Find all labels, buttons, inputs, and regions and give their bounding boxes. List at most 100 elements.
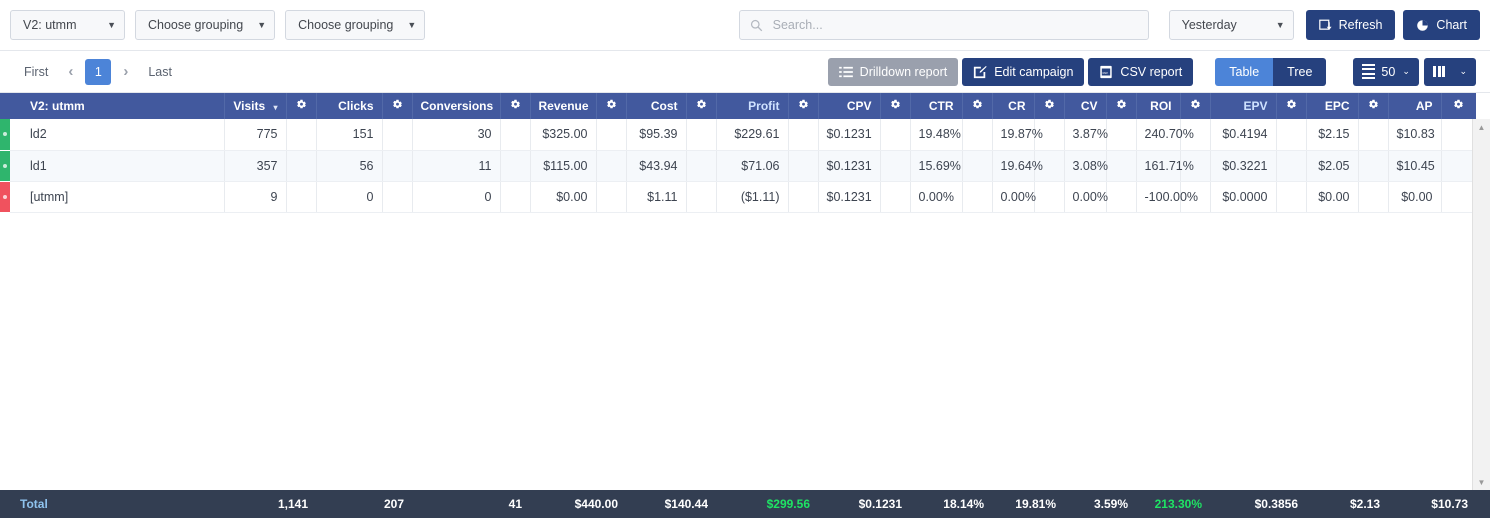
- column-settings-cr[interactable]: [1034, 93, 1065, 119]
- column-header-ap-label: AP: [1415, 99, 1433, 113]
- cell-cv-pad: [1106, 150, 1137, 182]
- column-header-conversions[interactable]: Conversions: [412, 93, 501, 119]
- row-name[interactable]: [utmm]: [10, 181, 225, 213]
- column-header-conversions-label: Conversions: [420, 99, 494, 113]
- cell-visits: 9: [224, 181, 287, 213]
- column-header-epc[interactable]: EPC: [1306, 93, 1359, 119]
- column-settings-clicks[interactable]: [382, 93, 413, 119]
- rows-per-page-button[interactable]: 50 ⌄: [1353, 57, 1419, 86]
- search-box[interactable]: [738, 10, 1149, 40]
- csv-report-label: CSV report: [1120, 64, 1183, 79]
- pagination-page-1[interactable]: 1: [85, 58, 112, 85]
- secondary-toolbar: First ‹ 1 › Last Drilldown report Edit c…: [0, 51, 1490, 93]
- cell-revenue: $115.00: [530, 150, 597, 182]
- cell-cpv: $0.1231: [818, 150, 881, 182]
- rows-icon: [1362, 63, 1376, 81]
- column-header-revenue-label: Revenue: [538, 99, 589, 113]
- drilldown-report-label: Drilldown report: [859, 64, 948, 79]
- chevron-right-icon[interactable]: ›: [123, 62, 129, 80]
- columns-settings-button[interactable]: ⌄: [1423, 57, 1476, 86]
- column-settings-profit[interactable]: [788, 93, 819, 119]
- column-header-name[interactable]: V2: utmm: [10, 93, 225, 119]
- table-row[interactable]: ld2 775 151 30 $325.00 $95.39 $229.61 $0…: [0, 119, 1476, 151]
- vertical-scrollbar[interactable]: ▲ ▼: [1472, 119, 1490, 490]
- column-settings-epc[interactable]: [1358, 93, 1389, 119]
- grouping-select-3[interactable]: Choose grouping ▼: [285, 10, 426, 40]
- column-settings-epv[interactable]: [1276, 93, 1307, 119]
- chart-button[interactable]: Chart: [1403, 10, 1480, 40]
- edit-campaign-button[interactable]: Edit campaign: [962, 57, 1085, 86]
- column-header-clicks[interactable]: Clicks: [316, 93, 383, 119]
- cell-epc-pad: [1358, 181, 1389, 213]
- cell-profit: $229.61: [716, 119, 789, 151]
- cell-visits: 775: [224, 119, 287, 151]
- chevron-down-icon: ⌄: [1402, 66, 1410, 76]
- column-settings-ap[interactable]: [1441, 93, 1476, 119]
- edit-campaign-label: Edit campaign: [994, 64, 1074, 79]
- column-settings-cost[interactable]: [686, 93, 717, 119]
- refresh-button[interactable]: Refresh: [1305, 10, 1396, 40]
- row-status-indicator[interactable]: [0, 181, 10, 213]
- pagination-first[interactable]: First: [24, 64, 49, 79]
- cell-ctr: 19.48%: [910, 119, 963, 151]
- column-settings-cpv[interactable]: [880, 93, 911, 119]
- column-header-ctr[interactable]: CTR: [910, 93, 963, 119]
- chevron-left-icon[interactable]: ‹: [68, 62, 74, 80]
- scroll-up-arrow-icon[interactable]: ▲: [1477, 122, 1486, 132]
- cell-epc: $0.00: [1306, 181, 1359, 213]
- grouping-select-v2[interactable]: V2: utmm ▼: [10, 10, 125, 40]
- gear-icon: [606, 99, 617, 110]
- cell-cr: 0.00%: [992, 181, 1036, 213]
- table-row[interactable]: [utmm] 9 0 0 $0.00 $1.11 ($1.11) $0.1231…: [0, 181, 1476, 213]
- row-status-indicator[interactable]: [0, 119, 10, 151]
- table-row[interactable]: ld1 357 56 11 $115.00 $43.94 $71.06 $0.1…: [0, 150, 1476, 182]
- grouping-select-2[interactable]: Choose grouping ▼: [135, 10, 276, 40]
- column-header-ctr-label: CTR: [928, 99, 954, 113]
- column-header-cv[interactable]: CV: [1064, 93, 1107, 119]
- column-settings-revenue[interactable]: [596, 93, 627, 119]
- cell-ap: $10.45: [1388, 150, 1442, 182]
- column-header-cost[interactable]: Cost: [626, 93, 687, 119]
- column-header-visits[interactable]: Visits ▾: [224, 93, 287, 119]
- search-input[interactable]: [770, 17, 1138, 33]
- cell-epv: $0.0000: [1210, 181, 1277, 213]
- column-header-cpv-label: CPV: [846, 99, 872, 113]
- column-header-ap[interactable]: AP: [1388, 93, 1442, 119]
- csv-report-button[interactable]: csv CSV report: [1088, 57, 1194, 86]
- column-header-profit[interactable]: Profit: [716, 93, 789, 119]
- column-settings-conversions[interactable]: [500, 93, 531, 119]
- row-name[interactable]: ld1: [10, 150, 225, 182]
- column-header-cost-label: Cost: [650, 99, 678, 113]
- column-header-cr[interactable]: CR: [992, 93, 1035, 119]
- column-header-cpv[interactable]: CPV: [818, 93, 881, 119]
- column-settings-roi[interactable]: [1180, 93, 1211, 119]
- top-toolbar: V2: utmm ▼ Choose grouping ▼ Choose grou…: [0, 0, 1490, 51]
- drilldown-report-button[interactable]: Drilldown report: [827, 57, 959, 86]
- pagination-last[interactable]: Last: [148, 64, 172, 79]
- view-mode-table[interactable]: Table: [1215, 57, 1274, 86]
- column-header-revenue[interactable]: Revenue: [530, 93, 597, 119]
- column-header-epv[interactable]: EPV: [1210, 93, 1277, 119]
- view-mode-tree[interactable]: Tree: [1273, 57, 1327, 86]
- row-name[interactable]: ld2: [10, 119, 225, 151]
- cell-cpv: $0.1231: [818, 119, 881, 151]
- total-revenue: $440.00: [574, 497, 618, 511]
- cell-ap-pad: [1441, 150, 1476, 182]
- svg-text:csv: csv: [1103, 70, 1109, 74]
- row-status-indicator[interactable]: [0, 150, 10, 182]
- column-settings-cv[interactable]: [1106, 93, 1137, 119]
- column-settings-ctr[interactable]: [962, 93, 993, 119]
- gear-icon: [1286, 99, 1297, 110]
- scroll-down-arrow-icon[interactable]: ▼: [1477, 477, 1486, 487]
- column-header-cv-label: CV: [1080, 99, 1098, 113]
- cell-ap: $0.00: [1388, 181, 1442, 213]
- total-ctr: 18.14%: [943, 497, 984, 511]
- refresh-label: Refresh: [1338, 18, 1383, 32]
- column-header-roi[interactable]: ROI: [1136, 93, 1181, 119]
- column-header-epv-label: EPV: [1243, 99, 1268, 113]
- cell-profit: ($1.11): [716, 181, 789, 213]
- date-range-select[interactable]: Yesterday ▼: [1168, 10, 1294, 40]
- column-settings-visits[interactable]: [286, 93, 317, 119]
- cell-ctr: 15.69%: [910, 150, 963, 182]
- cell-clicks-pad: [382, 119, 413, 151]
